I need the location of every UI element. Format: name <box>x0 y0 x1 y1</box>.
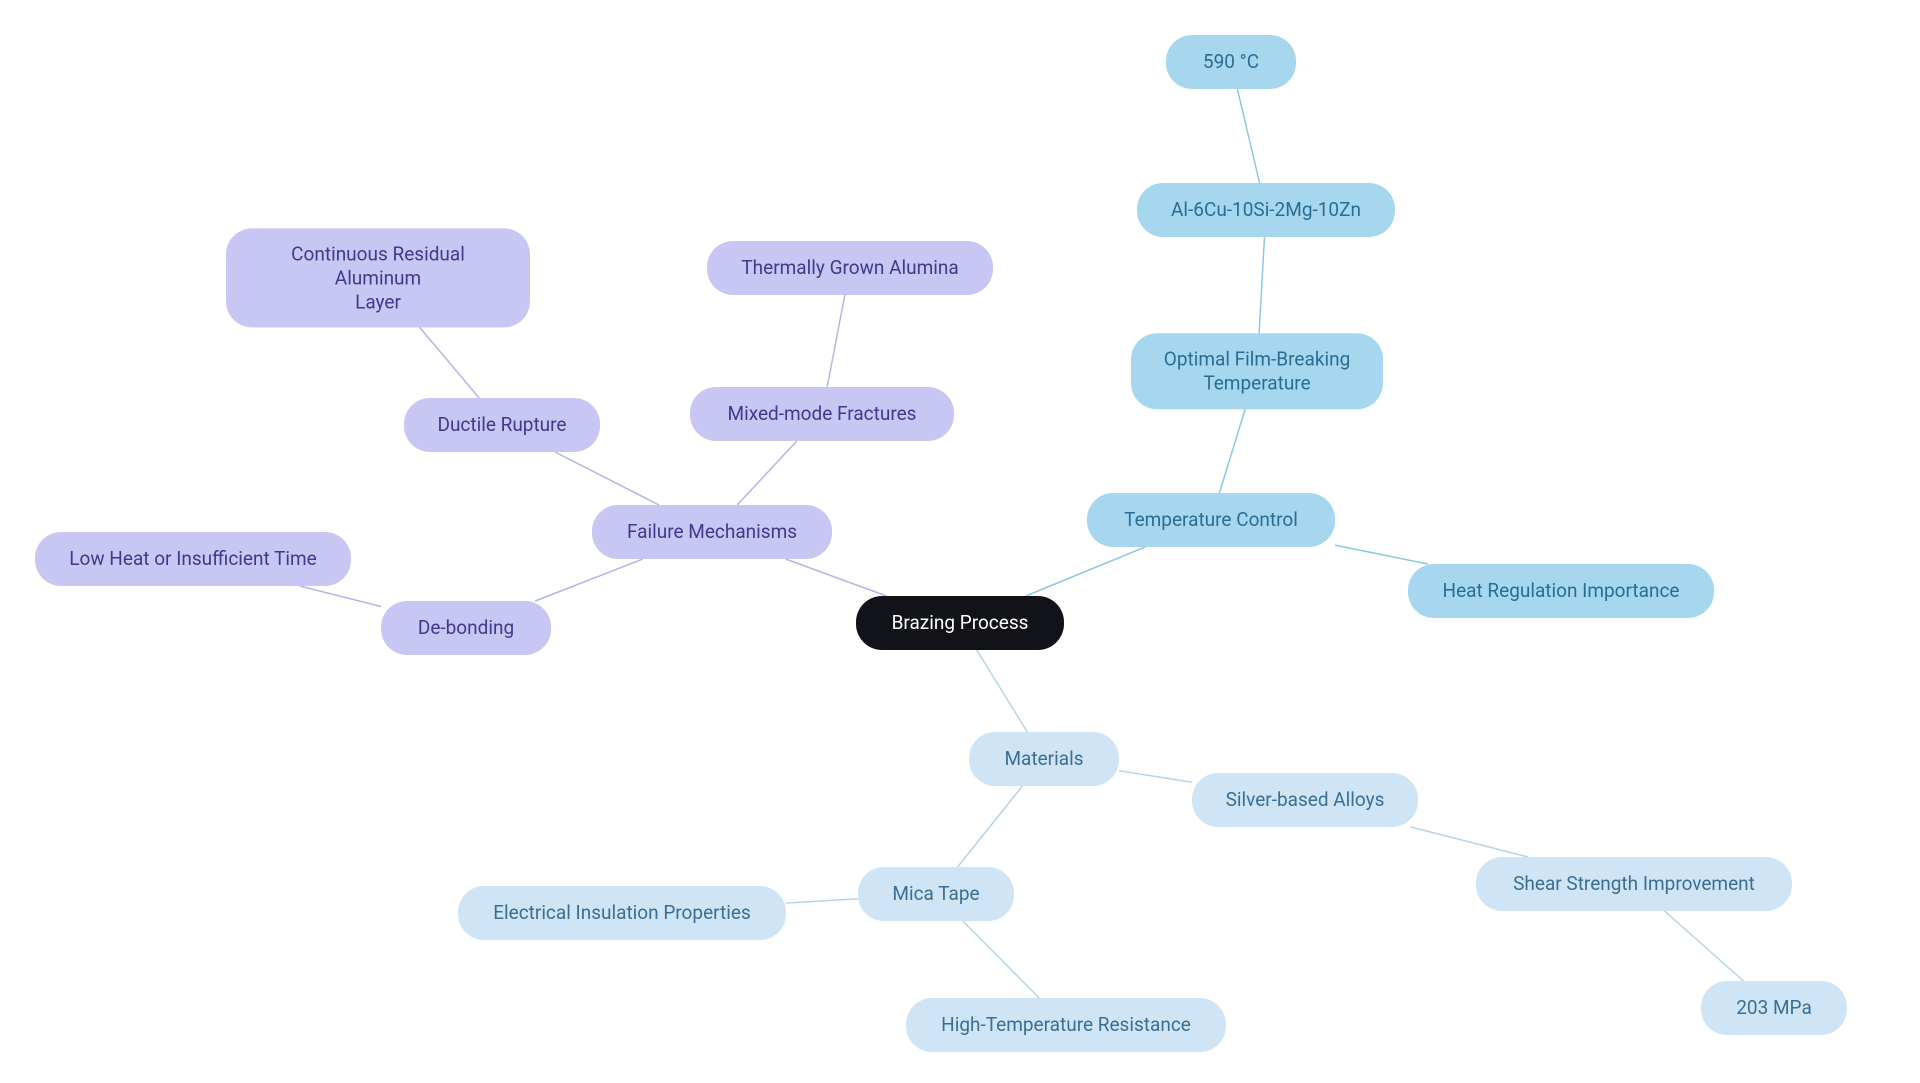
node-label: Optimal Film-Breaking Temperature <box>1164 347 1350 395</box>
edge-mica-hightemp <box>963 921 1039 998</box>
node-label: Mica Tape <box>892 882 979 906</box>
edge-alloy-temp590 <box>1237 89 1259 183</box>
node-label: Mixed-mode Fractures <box>728 402 917 426</box>
edge-failure-debond <box>535 559 643 601</box>
edge-root-materials <box>977 650 1028 732</box>
edge-debond-lowheat <box>300 586 381 607</box>
node-elec: Electrical Insulation Properties <box>458 886 786 940</box>
edge-root-failure <box>786 559 887 596</box>
edge-mica-elec <box>786 899 858 903</box>
node-label: 203 MPa <box>1736 996 1812 1020</box>
node-alumina: Thermally Grown Alumina <box>707 241 993 295</box>
node-label: Thermally Grown Alumina <box>741 256 958 280</box>
node-label: Failure Mechanisms <box>627 520 797 544</box>
node-label: Al-6Cu-10Si-2Mg-10Zn <box>1171 198 1361 222</box>
node-lowheat: Low Heat or Insufficient Time <box>35 532 351 586</box>
edge-optimal-alloy <box>1259 237 1264 335</box>
node-label: Electrical Insulation Properties <box>493 901 751 925</box>
node-label: 590 °C <box>1203 50 1259 74</box>
node-label: Shear Strength Improvement <box>1513 872 1755 896</box>
node-label: Heat Regulation Importance <box>1443 579 1680 603</box>
node-ductile: Ductile Rupture <box>404 398 600 452</box>
node-label: De-bonding <box>418 616 514 640</box>
node-label: Ductile Rupture <box>437 413 566 437</box>
node-hightemp: High-Temperature Resistance <box>906 998 1226 1052</box>
node-root: Brazing Process <box>856 596 1064 650</box>
node-heatreg: Heat Regulation Importance <box>1408 564 1714 618</box>
edge-silver-shear <box>1411 827 1529 857</box>
node-silver: Silver-based Alloys <box>1192 773 1418 827</box>
node-mixed: Mixed-mode Fractures <box>690 387 954 441</box>
edge-failure-ductile <box>555 452 659 505</box>
edge-materials-silver <box>1119 771 1192 782</box>
node-label: Temperature Control <box>1124 508 1298 532</box>
edge-mixed-alumina <box>827 295 845 387</box>
node-temp590: 590 °C <box>1166 35 1296 89</box>
node-mica: Mica Tape <box>858 867 1014 921</box>
edge-failure-mixed <box>737 441 797 505</box>
node-shear: Shear Strength Improvement <box>1476 857 1792 911</box>
node-optimal: Optimal Film-Breaking Temperature <box>1131 333 1383 409</box>
node-residual: Continuous Residual Aluminum Layer <box>226 228 530 327</box>
edge-root-temp <box>1026 547 1145 596</box>
node-failure: Failure Mechanisms <box>592 505 832 559</box>
node-label: Materials <box>1004 747 1083 771</box>
node-label: Brazing Process <box>892 611 1029 635</box>
edge-temp-optimal <box>1219 407 1246 493</box>
edge-shear-mpa <box>1664 911 1743 981</box>
diagram-canvas: Brazing Process Failure Mechanisms Ductile… <box>0 0 1920 1083</box>
edge-temp-heatreg <box>1335 545 1428 564</box>
node-alloy: Al-6Cu-10Si-2Mg-10Zn <box>1137 183 1395 237</box>
node-label: Continuous Residual Aluminum Layer <box>250 242 506 313</box>
node-mpa: 203 MPa <box>1701 981 1847 1035</box>
node-label: High-Temperature Resistance <box>941 1013 1191 1037</box>
node-label: Low Heat or Insufficient Time <box>69 547 316 571</box>
node-temp: Temperature Control <box>1087 493 1335 547</box>
node-label: Silver-based Alloys <box>1226 788 1385 812</box>
edge-materials-mica <box>958 786 1023 867</box>
node-materials: Materials <box>969 732 1119 786</box>
node-debond: De-bonding <box>381 601 551 655</box>
